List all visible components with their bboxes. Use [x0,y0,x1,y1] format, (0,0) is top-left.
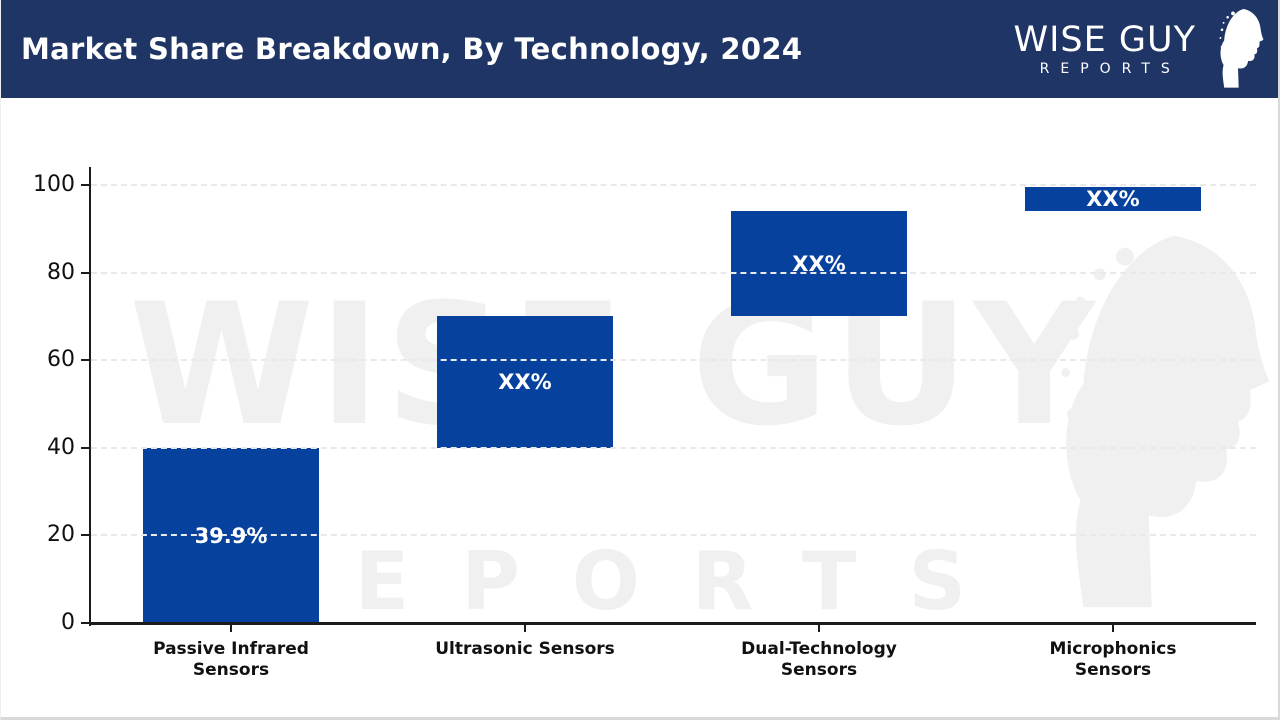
x-tick-mark [1112,624,1114,632]
y-tick-label: 80 [47,259,75,285]
logo-wordmark: WISE GUY REPORTS [1013,20,1196,77]
x-tick-label-line: Sensors [192,660,270,680]
x-tick-label-line: Sensors [780,660,858,680]
bar-value-label: 39.9% [194,523,268,548]
logo-brand-name: WISE GUY [1013,19,1196,60]
plot-area: WISE GUY REPORTS 0 20 40 60 80 100 39.9% Passiv… [33,167,1270,680]
bar-value-label: XX% [792,251,846,276]
gridline [91,446,1256,449]
x-tick-label-line: Microphonics [1049,639,1177,659]
page-title: Market Share Breakdown, By Technology, 2… [21,32,803,66]
gridline [91,271,1256,274]
y-tick-mark [81,359,91,362]
x-tick-label: Passive Infrared Sensors [81,639,381,681]
header-banner: Market Share Breakdown, By Technology, 2… [1,0,1278,98]
x-tick-mark [818,624,820,632]
logo-brand-subtitle: REPORTS [1039,60,1181,77]
x-tick-label-line: Ultrasonic Sensors [435,639,615,659]
y-axis-line [89,167,91,626]
x-axis-line [89,622,1256,625]
x-tick-label: Microphonics Sensors [963,639,1263,681]
bar-dual-technology-sensors [731,211,907,317]
logo-face-icon [1219,9,1264,88]
x-tick-label: Dual-Technology Sensors [669,639,969,681]
bar-value-label: XX% [1086,187,1140,212]
x-tick-label-line: Sensors [1074,660,1152,680]
y-tick-label: 20 [47,522,75,548]
y-tick-label: 100 [33,172,75,197]
gridline [91,534,1256,537]
x-tick-label-line: Dual-Technology [741,639,897,659]
bar-microphonics-sensors [1025,187,1201,212]
y-tick-label: 0 [61,610,75,635]
gridline [91,359,1256,362]
watermark-face-icon [1061,235,1270,608]
x-tick-label: Ultrasonic Sensors [375,639,675,660]
y-tick-label: 60 [47,347,75,373]
y-tick-label: 40 [47,434,75,460]
x-tick-label-line: Passive Infrared [153,639,309,659]
bar-value-label: XX% [498,370,552,395]
wiseguy-logo: WISE GUY REPORTS [1013,6,1266,90]
bar-ultrasonic-sensors [437,316,613,448]
y-tick-mark [81,184,91,186]
y-tick-mark [81,271,91,274]
x-tick-mark [524,624,526,632]
watermark-text-line2: REPORTS [241,535,1019,628]
y-tick-mark [81,534,91,537]
y-tick-mark [81,446,91,449]
x-tick-mark [230,624,232,632]
gridline [91,184,1256,186]
watermark-text-line1: WISE GUY [129,267,1100,463]
y-tick-mark [81,622,91,624]
